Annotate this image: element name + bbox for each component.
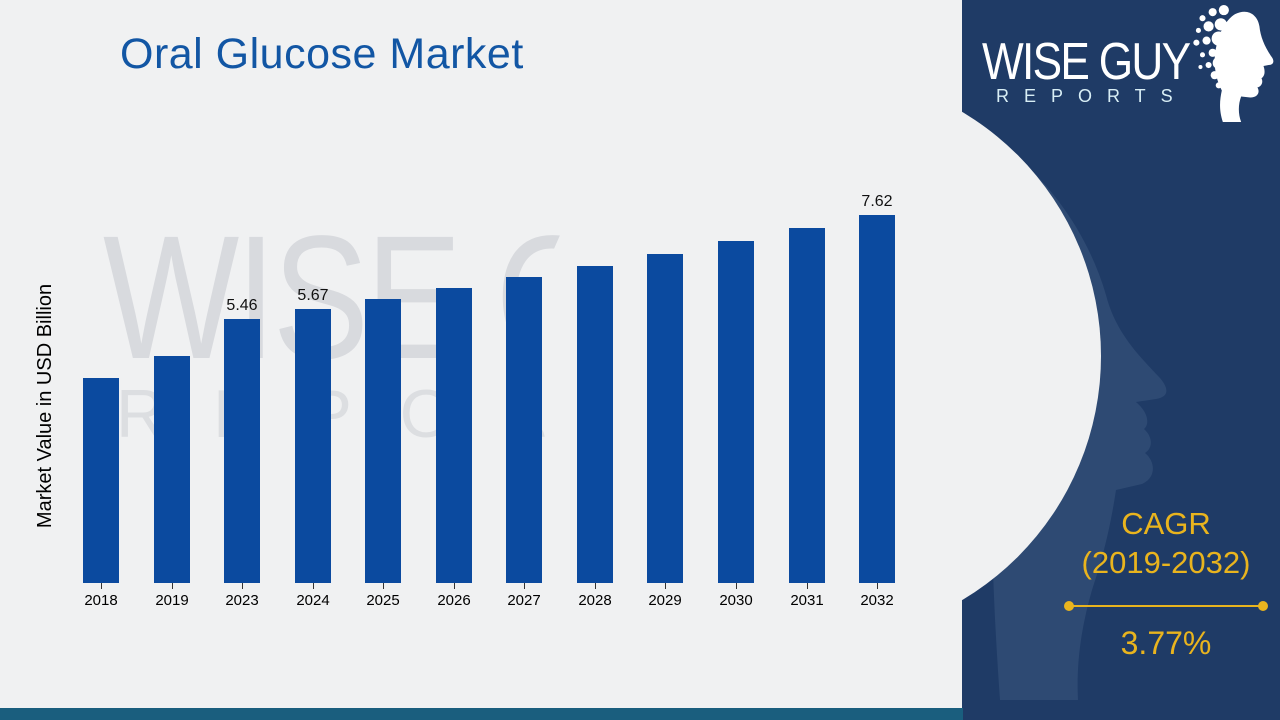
y-axis-label: Market Value in USD Billion [34, 283, 56, 529]
x-axis-label-2032: 2032 [860, 592, 894, 609]
x-axis-label-2019: 2019 [155, 592, 189, 609]
bar-2024 [295, 309, 331, 583]
bar-2030 [718, 241, 754, 583]
x-axis-tick [383, 583, 384, 589]
x-axis-tick [807, 583, 808, 589]
x-axis-label-2026: 2026 [437, 592, 471, 609]
x-axis-label-2024: 2024 [296, 592, 330, 609]
bar-2019 [154, 356, 190, 583]
cagr-value: 3.77% [1120, 624, 1212, 661]
x-axis-label-2027: 2027 [507, 592, 541, 609]
bar-value-label-2023: 5.46 [226, 297, 258, 314]
bar-2026 [436, 288, 472, 583]
bar-2018 [83, 378, 119, 583]
bar-2029 [647, 254, 683, 583]
x-axis-tick [454, 583, 455, 589]
x-axis-tick [313, 583, 314, 589]
x-axis-label-2031: 2031 [790, 592, 824, 609]
cagr-underline-right-dot [1258, 600, 1268, 611]
x-axis-label-2025: 2025 [366, 592, 400, 609]
cagr-range: (2019-2032) [1081, 544, 1251, 580]
cagr-underline-left-dot [1064, 600, 1074, 611]
bar-2032 [859, 215, 895, 583]
cagr-label: CAGR [1121, 506, 1211, 541]
bar-2023 [224, 319, 260, 583]
page-title: Oral Glucose Market [120, 30, 524, 78]
bar-value-label-2024: 5.67 [297, 287, 329, 304]
x-axis-tick [524, 583, 525, 589]
x-axis-label-2028: 2028 [578, 592, 612, 609]
cagr-block: CAGR (2019-2032) 3.77% [1064, 505, 1268, 662]
x-axis-tick [736, 583, 737, 589]
logo-wiseguy-text: WISE GUY [982, 33, 1191, 91]
x-axis-tick [172, 583, 173, 589]
cagr-underline [1064, 600, 1268, 611]
x-axis-label-2029: 2029 [648, 592, 682, 609]
bar-2028 [577, 266, 613, 583]
x-axis-tick [101, 583, 102, 589]
wise-guy-reports-logo: WISE GUY REPORTS [962, 0, 1280, 140]
x-axis-tick [877, 583, 878, 589]
footer-accent-strip [0, 708, 963, 720]
x-axis-label-2023: 2023 [225, 592, 259, 609]
x-axis-label-2030: 2030 [719, 592, 753, 609]
bar-2031 [789, 228, 825, 583]
bar-2025 [365, 299, 401, 583]
x-axis-label-2018: 2018 [84, 592, 118, 609]
x-axis-tick [595, 583, 596, 589]
bar-value-label-2032: 7.62 [861, 193, 893, 210]
x-axis-tick [242, 583, 243, 589]
head-profile-dots-icon [1193, 5, 1274, 122]
logo-reports-text: REPORTS [996, 86, 1188, 106]
x-axis-tick [665, 583, 666, 589]
bar-2027 [506, 277, 542, 583]
